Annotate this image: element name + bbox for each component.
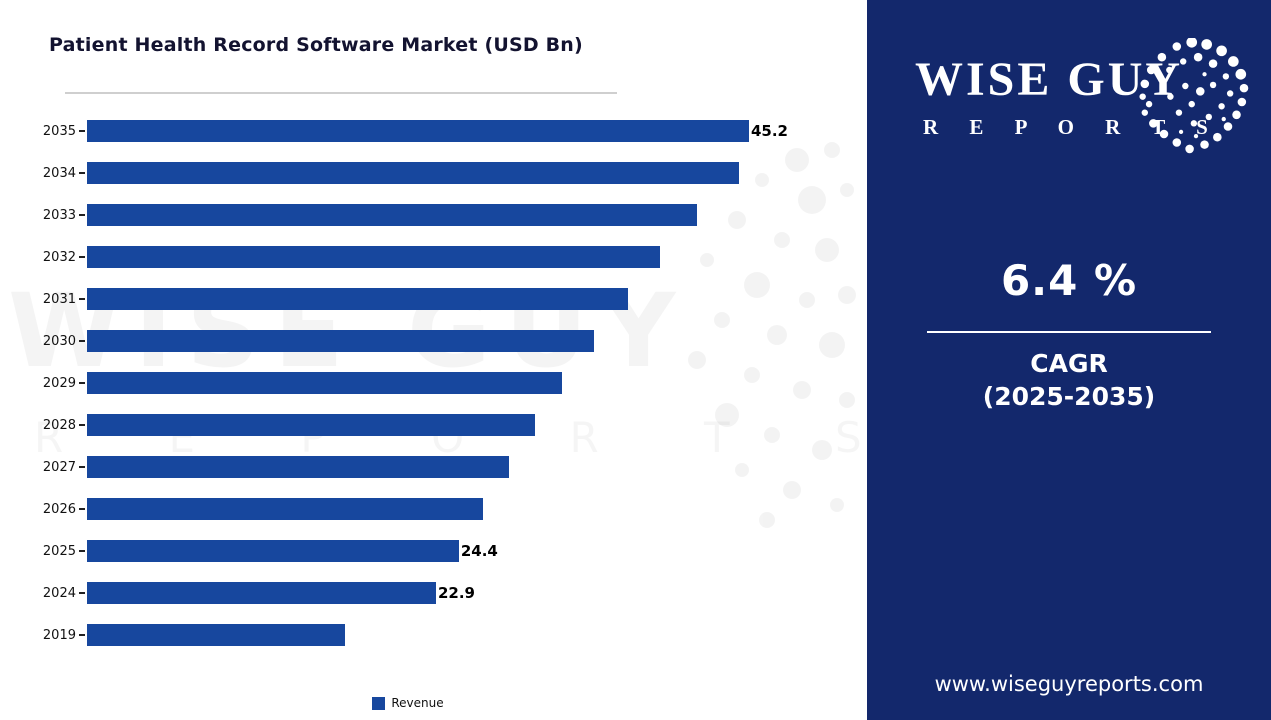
bar-chart: 2035 45.2 2034 2033 2032 2031 2030 2029 2028 2027… <box>28 110 788 656</box>
cagr-period: (2025-2035) <box>982 382 1156 411</box>
bar-track <box>87 372 788 394</box>
cagr-value: 6.4 % <box>1000 256 1138 305</box>
cagr-divider <box>927 331 1211 333</box>
revenue-bar <box>87 120 749 142</box>
y-axis-label: 2028 <box>42 417 76 433</box>
brand-panel: WISE GUY R E P O R T S <box>867 0 1271 720</box>
bar-row: 2035 45.2 <box>28 110 788 152</box>
y-axis-label: 2019 <box>42 627 76 643</box>
y-axis-tick <box>79 256 85 258</box>
website-link[interactable]: www.wiseguyreports.com <box>934 672 1204 696</box>
y-axis-label: 2026 <box>42 501 76 517</box>
bar-track <box>87 456 788 478</box>
y-axis-tick <box>79 214 85 216</box>
bar-track <box>87 162 788 184</box>
bar-row: 2032 <box>28 236 788 278</box>
y-axis-tick <box>79 382 85 384</box>
revenue-bar <box>87 204 697 226</box>
bar-row: 2029 <box>28 362 788 404</box>
revenue-bar <box>87 624 345 646</box>
bar-row: 2025 24.4 <box>28 530 788 572</box>
title-divider <box>65 92 617 94</box>
revenue-bar <box>87 246 660 268</box>
y-axis-tick <box>79 340 85 342</box>
y-axis-tick <box>79 298 85 300</box>
bar-row: 2028 <box>28 404 788 446</box>
y-axis-label: 2033 <box>42 207 76 223</box>
bar-track: 24.4 <box>87 540 788 562</box>
logo-head-icon <box>1139 38 1249 154</box>
bar-row: 2030 <box>28 320 788 362</box>
chart-title: Patient Health Record Software Market (U… <box>49 34 583 56</box>
cagr-label: CAGR <box>1030 349 1108 378</box>
bar-value-label: 22.9 <box>437 584 475 602</box>
y-axis-tick <box>79 508 85 510</box>
bar-row: 2024 22.9 <box>28 572 788 614</box>
y-axis-label: 2031 <box>42 291 76 307</box>
bar-track <box>87 246 788 268</box>
legend-swatch <box>372 696 386 710</box>
y-axis-tick <box>79 424 85 426</box>
chart-panel: WISE GUY R E P O R T S Patient Health Re… <box>8 34 862 710</box>
logo-text: WISE GUY <box>915 53 1184 106</box>
bar-track: 45.2 <box>87 120 788 142</box>
bar-track <box>87 288 788 310</box>
bar-track <box>87 330 788 352</box>
revenue-bar <box>87 498 484 520</box>
y-axis-label: 2034 <box>42 165 76 181</box>
y-axis-label: 2025 <box>42 543 76 559</box>
legend-label: Revenue <box>391 696 444 710</box>
bar-track <box>87 204 788 226</box>
bar-row: 2031 <box>28 278 788 320</box>
y-axis-tick <box>79 172 85 174</box>
y-axis-tick <box>79 634 85 636</box>
bar-row: 2034 <box>28 152 788 194</box>
y-axis-label: 2029 <box>42 375 76 391</box>
y-axis-label: 2030 <box>42 333 76 349</box>
revenue-bar <box>87 582 436 604</box>
revenue-bar <box>87 330 595 352</box>
y-axis-tick <box>79 592 85 594</box>
y-axis-tick <box>79 130 85 132</box>
bar-row: 2033 <box>28 194 788 236</box>
revenue-bar <box>87 414 536 436</box>
y-axis-label: 2024 <box>42 585 76 601</box>
revenue-bar <box>87 288 628 310</box>
bar-track: 22.9 <box>87 582 788 604</box>
bar-track <box>87 414 788 436</box>
revenue-bar <box>87 372 563 394</box>
cagr-block: 6.4 % CAGR (2025-2035) <box>867 256 1271 411</box>
bar-track <box>87 498 788 520</box>
wise-guy-reports-logo: WISE GUY R E P O R T S <box>867 38 1271 154</box>
bar-row: 2027 <box>28 446 788 488</box>
y-axis-label: 2035 <box>42 123 76 139</box>
bar-row: 2026 <box>28 488 788 530</box>
revenue-bar <box>87 456 510 478</box>
revenue-bar <box>87 540 459 562</box>
y-axis-tick <box>79 550 85 552</box>
y-axis-label: 2027 <box>42 459 76 475</box>
bar-track <box>87 624 788 646</box>
bar-row: 2019 <box>28 614 788 656</box>
bar-value-label: 24.4 <box>460 542 498 560</box>
bar-value-label: 45.2 <box>750 122 788 140</box>
y-axis-label: 2032 <box>42 249 76 265</box>
revenue-bar <box>87 162 740 184</box>
y-axis-tick <box>79 466 85 468</box>
chart-legend: Revenue <box>28 696 788 710</box>
